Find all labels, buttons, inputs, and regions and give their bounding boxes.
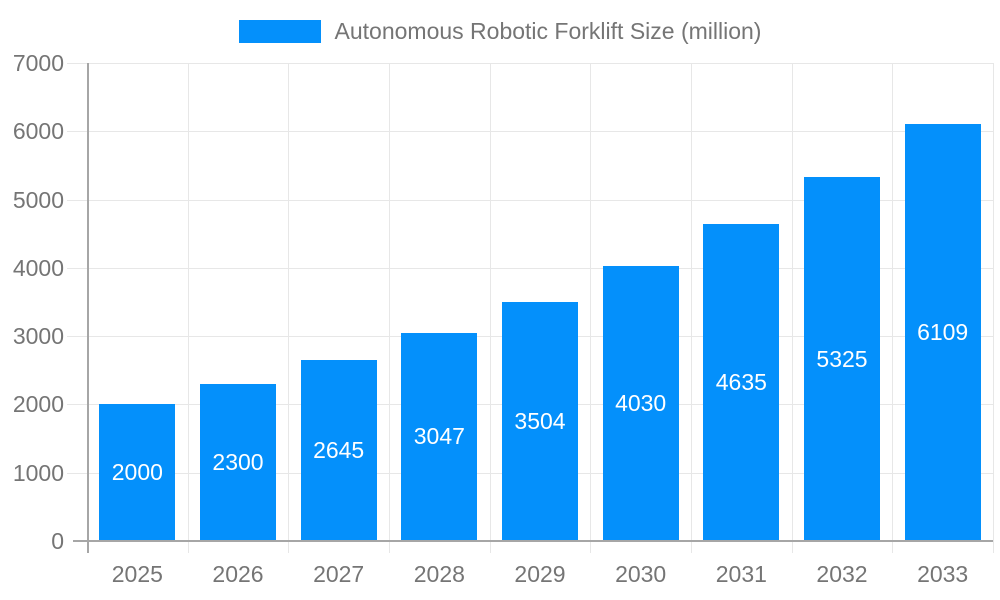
x-axis-tick-label: 2025 bbox=[111, 561, 163, 587]
horizontal-gridline bbox=[67, 131, 993, 133]
y-axis-tick-label: 2000 bbox=[12, 391, 64, 418]
bar-2026: 2300 bbox=[200, 383, 276, 541]
legend-item-forklift-size[interactable]: Autonomous Robotic Forklift Size (millio… bbox=[238, 18, 762, 44]
vertical-gridline bbox=[892, 63, 894, 553]
vertical-gridline bbox=[791, 63, 793, 553]
y-axis-tick-label: 7000 bbox=[12, 50, 64, 76]
bar-2030: 4030 bbox=[602, 265, 679, 541]
y-axis-tick-label: 4000 bbox=[12, 254, 64, 281]
x-axis-tick-label: 2031 bbox=[715, 561, 767, 587]
x-axis-line bbox=[73, 540, 993, 542]
x-axis-tick-label: 2032 bbox=[816, 561, 868, 587]
bar-2028: 3047 bbox=[401, 332, 478, 541]
vertical-gridline bbox=[590, 63, 592, 553]
bar-value-label: 4635 bbox=[715, 369, 767, 396]
bar-2032: 5325 bbox=[804, 177, 880, 541]
vertical-gridline bbox=[489, 63, 491, 553]
bar-value-label: 6109 bbox=[917, 318, 969, 345]
bar-value-label: 2300 bbox=[212, 448, 264, 475]
bar-value-label: 2645 bbox=[313, 437, 365, 464]
bar-2027: 2645 bbox=[300, 360, 377, 541]
bar-2033: 6109 bbox=[904, 123, 981, 541]
bar-2025: 2000 bbox=[99, 404, 176, 541]
x-axis-tick-label: 2028 bbox=[413, 561, 465, 587]
horizontal-gridline bbox=[67, 199, 993, 201]
vertical-gridline bbox=[691, 63, 692, 553]
y-axis-tick-label: 5000 bbox=[12, 186, 64, 213]
bar-2029: 3504 bbox=[502, 301, 578, 541]
legend-swatch-icon bbox=[238, 19, 321, 43]
vertical-gridline bbox=[187, 63, 189, 553]
x-axis-tick-label: 2026 bbox=[212, 561, 264, 587]
vertical-gridline bbox=[993, 63, 994, 553]
bar-value-label: 3504 bbox=[514, 407, 566, 434]
horizontal-gridline bbox=[67, 63, 993, 64]
x-axis-tick-label: 2029 bbox=[514, 561, 566, 587]
vertical-gridline bbox=[389, 63, 390, 553]
x-axis-tick-label: 2027 bbox=[313, 561, 365, 587]
bar-value-label: 3047 bbox=[413, 423, 465, 450]
y-axis-tick-label: 1000 bbox=[12, 459, 64, 486]
bar-value-label: 5325 bbox=[816, 345, 868, 372]
horizontal-gridline bbox=[67, 267, 993, 269]
bar-value-label: 4030 bbox=[615, 389, 667, 416]
vertical-gridline bbox=[288, 63, 290, 553]
chart-legend: Autonomous Robotic Forklift Size (millio… bbox=[0, 18, 1000, 44]
plot-area: 2000 2300 2645 3047 3504 4030 4635 5325 6109 bbox=[67, 63, 994, 553]
y-axis-line bbox=[87, 63, 89, 553]
bar-value-label: 2000 bbox=[111, 459, 163, 486]
bar-2031: 4635 bbox=[703, 224, 780, 541]
y-axis-tick-label: 0 bbox=[51, 528, 64, 554]
legend-label: Autonomous Robotic Forklift Size (millio… bbox=[334, 18, 762, 44]
x-axis-tick-label: 2030 bbox=[615, 561, 667, 587]
y-axis-tick-label: 3000 bbox=[12, 323, 64, 350]
y-axis-tick-label: 6000 bbox=[12, 118, 64, 145]
x-axis-tick-label: 2033 bbox=[917, 561, 969, 587]
